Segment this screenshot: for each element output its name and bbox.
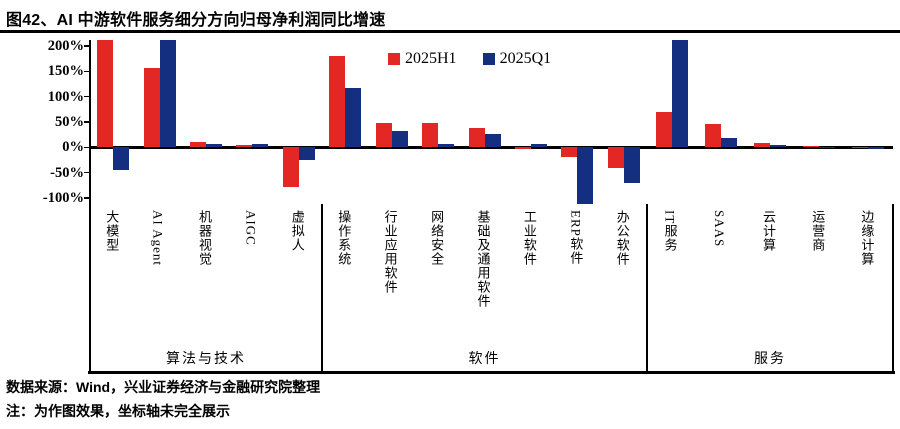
y-axis-tick-mark bbox=[84, 171, 90, 174]
category-label: 云计算 bbox=[761, 210, 776, 252]
legend-label-2025q1: 2025Q1 bbox=[499, 50, 552, 67]
y-axis-tick-mark bbox=[84, 95, 90, 98]
bar-2025Q1-云计算 bbox=[770, 144, 786, 148]
bar-2025Q1-虚拟人 bbox=[298, 147, 315, 160]
bar-2025Q1-机器视觉 bbox=[206, 143, 222, 148]
category-label: 运营商 bbox=[810, 210, 826, 252]
bar-2025Q1-基础及通用软件 bbox=[484, 133, 501, 148]
legend-swatch-red bbox=[388, 53, 400, 65]
section-divider bbox=[646, 204, 648, 371]
category-label: 行业应用软件 bbox=[382, 210, 398, 294]
group-label: 服务 bbox=[754, 352, 786, 367]
data-source-text: 数据来源：Wind，兴业证券经济与金融研究院整理 bbox=[6, 379, 321, 395]
section-divider bbox=[892, 204, 894, 371]
category-label: 大模型 bbox=[104, 210, 120, 252]
bar-2025H1-边缘计算 bbox=[852, 147, 869, 148]
bar-2025Q1-大模型 bbox=[113, 147, 130, 171]
bar-2025H1-工业软件 bbox=[514, 147, 531, 149]
bar-2025Q1-网络安全 bbox=[438, 144, 455, 148]
bar-2025H1-网络安全 bbox=[422, 122, 439, 148]
category-label: 基础及通用软件 bbox=[475, 210, 491, 308]
chart-bottom-rule bbox=[88, 371, 895, 374]
group-label: 算法与技术 bbox=[166, 352, 246, 367]
category-label: 办公软件 bbox=[614, 210, 630, 266]
section-divider bbox=[321, 204, 323, 371]
category-label: 机器视觉 bbox=[197, 210, 212, 266]
category-label: AIGC bbox=[243, 210, 259, 246]
y-axis-tick-label: 0% bbox=[62, 139, 84, 156]
y-axis-tick-mark bbox=[84, 70, 90, 73]
category-label: 边缘计算 bbox=[859, 210, 875, 266]
bar-2025Q1-运营商 bbox=[819, 146, 836, 148]
bar-2025H1-IT服务 bbox=[655, 111, 672, 148]
category-label: 虚拟人 bbox=[289, 210, 305, 252]
category-label: AI Agent bbox=[150, 210, 166, 267]
y-axis-tick-label: -100% bbox=[42, 189, 84, 206]
category-label: 网络安全 bbox=[429, 210, 445, 266]
bar-2025H1-ERP软件 bbox=[561, 147, 578, 158]
bar-2025Q1-操作系统 bbox=[345, 87, 362, 148]
legend-item-2025h1: 2025H1 bbox=[388, 50, 457, 68]
x-axis-line bbox=[90, 146, 893, 149]
bar-2025H1-SAAS bbox=[704, 124, 721, 148]
bar-2025H1-虚拟人 bbox=[282, 147, 299, 187]
y-axis-tick-label: 50% bbox=[55, 114, 84, 130]
y-axis-tick-mark bbox=[84, 197, 90, 199]
bar-2025Q1-ERP软件 bbox=[577, 147, 594, 204]
y-axis-tick-label: 150% bbox=[47, 63, 84, 80]
category-label: SAAS bbox=[711, 210, 727, 248]
category-label: 操作系统 bbox=[336, 210, 352, 266]
y-axis-tick-mark bbox=[84, 121, 90, 123]
legend-item-2025q1: 2025Q1 bbox=[482, 50, 552, 68]
chart-title: 图42、AI 中游软件服务细分方向归母净利润同比增速 bbox=[6, 12, 386, 29]
bar-2025H1-机器视觉 bbox=[190, 141, 206, 148]
bar-2025H1-运营商 bbox=[803, 145, 820, 148]
bar-2025H1-AIGC bbox=[236, 144, 253, 148]
category-label: 工业软件 bbox=[521, 210, 537, 266]
bar-2025H1-办公软件 bbox=[607, 147, 624, 168]
y-axis-tick-mark bbox=[84, 146, 90, 149]
bar-2025H1-基础及通用软件 bbox=[468, 127, 485, 148]
bar-2025H1-云计算 bbox=[754, 143, 770, 148]
bar-2025H1-操作系统 bbox=[329, 56, 346, 148]
bar-2025Q1-AI Agent bbox=[159, 40, 176, 148]
bar-2025Q1-IT服务 bbox=[671, 40, 688, 148]
footnote-text: 注：为作图效果，坐标轴未完全展示 bbox=[6, 403, 230, 419]
bar-2025H1-AI Agent bbox=[143, 68, 160, 148]
bar-2025Q1-SAAS bbox=[720, 137, 737, 148]
chart-legend: 2025H1 2025Q1 bbox=[388, 50, 551, 68]
group-label: 软件 bbox=[468, 352, 501, 367]
bar-2025Q1-办公软件 bbox=[623, 147, 640, 183]
y-axis-tick-label: -50% bbox=[50, 164, 84, 181]
category-label: ERP软件 bbox=[568, 210, 584, 265]
bar-2025H1-大模型 bbox=[97, 40, 114, 148]
bar-2025H1-行业应用软件 bbox=[375, 122, 392, 148]
title-divider bbox=[0, 30, 900, 33]
bar-2025Q1-行业应用软件 bbox=[391, 130, 408, 148]
bar-2025Q1-边缘计算 bbox=[868, 147, 885, 150]
bar-2025Q1-工业软件 bbox=[530, 144, 547, 148]
bar-2025Q1-AIGC bbox=[252, 143, 269, 148]
y-axis-tick-mark bbox=[84, 45, 90, 47]
y-axis-tick-label: 200% bbox=[47, 38, 84, 55]
category-label: IT服务 bbox=[662, 210, 678, 253]
y-axis-tick-label: 100% bbox=[47, 88, 84, 105]
legend-label-2025h1: 2025H1 bbox=[405, 50, 457, 67]
legend-swatch-blue bbox=[482, 53, 495, 65]
y-axis-line bbox=[89, 40, 91, 371]
